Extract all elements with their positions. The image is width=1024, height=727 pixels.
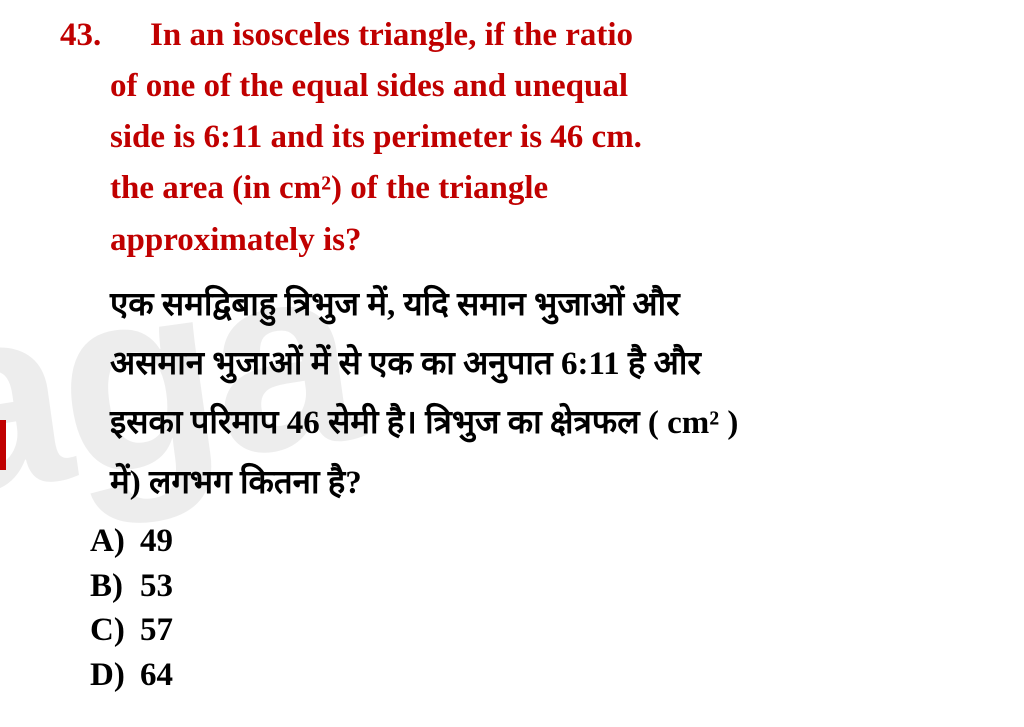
- left-margin-accent: [0, 420, 6, 470]
- options-list: A)49 B)53 C)57 D)64: [60, 519, 960, 697]
- option-b-label: B): [90, 564, 140, 609]
- question-en-line-5: approximately is?: [60, 215, 960, 266]
- question-hi-line-4: में) लगभग कितना है?: [110, 454, 960, 513]
- option-d[interactable]: D)64: [90, 653, 960, 698]
- option-b[interactable]: B)53: [90, 564, 960, 609]
- question-hindi: एक समद्विबाहु त्रिभुज में, यदि समान भुजा…: [60, 276, 960, 514]
- option-a[interactable]: A)49: [90, 519, 960, 564]
- question-en-line-2: of one of the equal sides and unequal: [60, 61, 960, 112]
- option-d-text: 64: [140, 657, 173, 693]
- question-block: 43.In an isosceles triangle, if the rati…: [60, 10, 960, 697]
- question-number: 43.: [60, 10, 150, 61]
- question-hi-line-2: असमान भुजाओं में से एक का अनुपात 6:11 है…: [110, 335, 960, 394]
- option-a-text: 49: [140, 523, 173, 559]
- option-a-label: A): [90, 519, 140, 564]
- question-en-line-4: the area (in cm²) of the triangle: [60, 163, 960, 214]
- option-c[interactable]: C)57: [90, 608, 960, 653]
- question-english: 43.In an isosceles triangle, if the rati…: [60, 10, 960, 266]
- option-c-text: 57: [140, 612, 173, 648]
- option-d-label: D): [90, 653, 140, 698]
- question-en-line-3: side is 6:11 and its perimeter is 46 cm.: [60, 112, 960, 163]
- option-b-text: 53: [140, 568, 173, 604]
- option-c-label: C): [90, 608, 140, 653]
- question-hi-line-3: इसका परिमाप 46 सेमी है। त्रिभुज का क्षेत…: [110, 394, 960, 453]
- question-en-line-1: In an isosceles triangle, if the ratio: [150, 17, 633, 53]
- question-hi-line-1: एक समद्विबाहु त्रिभुज में, यदि समान भुजा…: [110, 276, 960, 335]
